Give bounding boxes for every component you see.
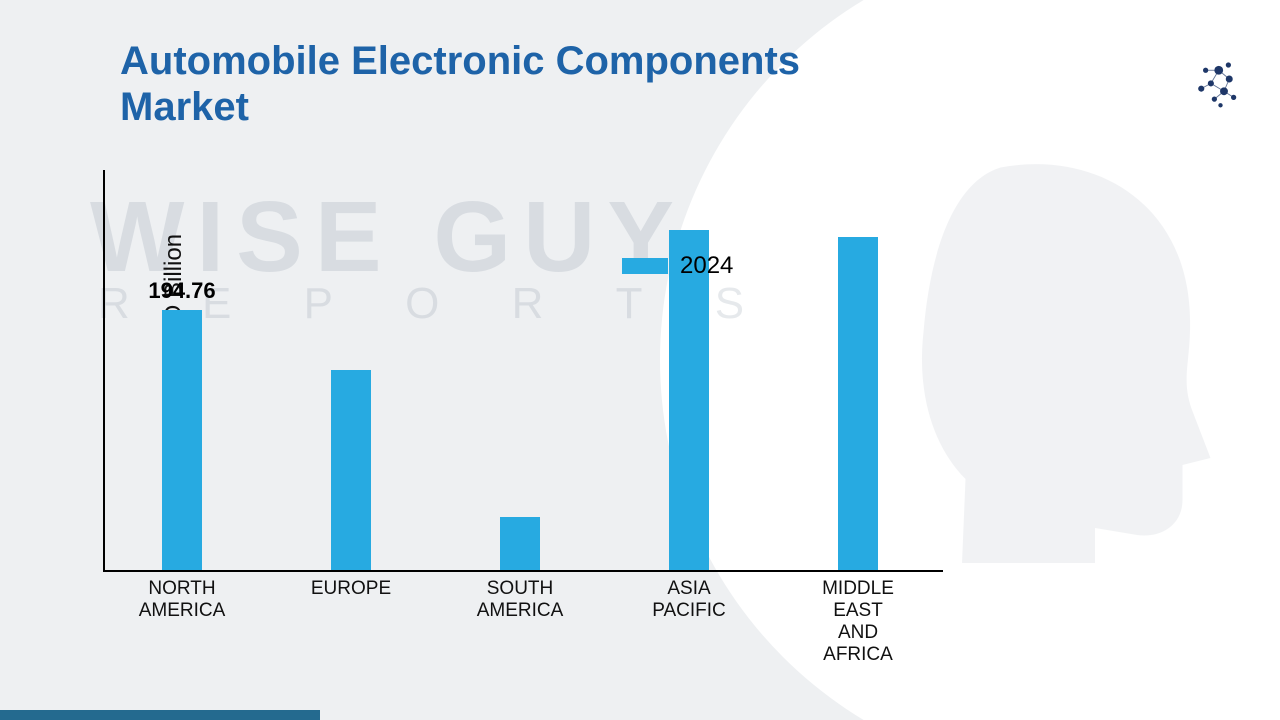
bar — [500, 517, 540, 570]
x-tick-label: NORTHAMERICA — [102, 578, 262, 622]
x-tick-labels: NORTHAMERICA EUROPE SOUTHAMERICAASIAPACIFI… — [103, 578, 943, 698]
legend-swatch — [622, 258, 668, 274]
legend: 2024 — [622, 252, 733, 280]
plot-area: 194.76 — [103, 170, 943, 570]
x-tick-label: SOUTHAMERICA — [440, 578, 600, 622]
chart-canvas: WISE GUY R E P O R T S Automobile Electr… — [0, 0, 1280, 720]
brand-logo: WISEGUY REPORTS — [993, 30, 1254, 81]
bar — [162, 310, 202, 570]
legend-label: 2024 — [680, 252, 733, 280]
bar — [331, 370, 371, 570]
logo-text-2: REPORTS — [993, 66, 1166, 81]
x-axis-line — [103, 570, 943, 572]
x-tick-label: EUROPE — [271, 578, 431, 600]
bar — [669, 230, 709, 570]
logo-text-1a: WISE — [993, 30, 1088, 68]
bar-value-label: 194.76 — [122, 278, 242, 304]
bottom-accent-bar — [0, 710, 320, 720]
logo-text-1b: GUY — [1088, 30, 1168, 68]
x-tick-label: MIDDLEEASTANDAFRICA — [778, 578, 938, 665]
x-tick-label: ASIAPACIFIC — [609, 578, 769, 622]
bar — [838, 237, 878, 570]
chart-title: Automobile Electronic Components Market — [120, 38, 880, 130]
